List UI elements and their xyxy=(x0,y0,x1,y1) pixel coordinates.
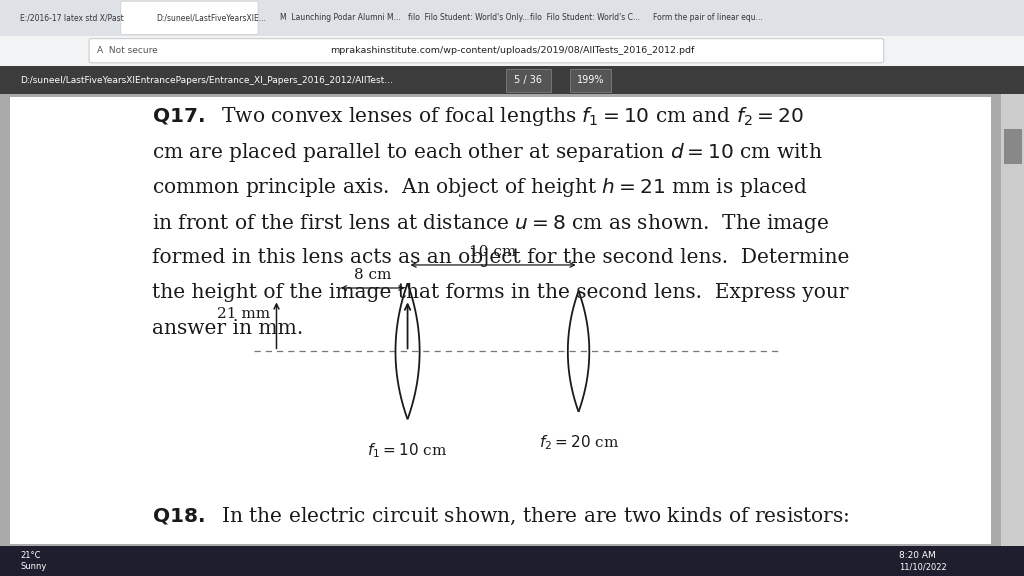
Text: D:/suneel/LastFiveYearsXIEntrancePapers/Entrance_XI_Papers_2016_2012/AllTest...: D:/suneel/LastFiveYearsXIEntrancePapers/… xyxy=(20,75,393,85)
Text: 21°C
Sunny: 21°C Sunny xyxy=(20,551,47,571)
FancyBboxPatch shape xyxy=(89,39,884,63)
Text: formed in this lens acts as an object for the second lens.  Determine: formed in this lens acts as an object fo… xyxy=(152,248,849,267)
Text: D:/suneel/LastFiveYearsXIE...: D:/suneel/LastFiveYearsXIE... xyxy=(157,13,266,22)
Text: cm are placed parallel to each other at separation $d = 10$ cm with: cm are placed parallel to each other at … xyxy=(152,141,822,164)
Bar xyxy=(0,0,1024,36)
Bar xyxy=(0,94,1024,546)
Bar xyxy=(10,97,991,544)
Bar xyxy=(0,36,1024,66)
Bar xyxy=(1001,94,1024,546)
Text: M  Launching Podar Alumni M...: M Launching Podar Alumni M... xyxy=(280,13,400,22)
Text: 21 mm: 21 mm xyxy=(217,307,270,321)
Text: common principle axis.  An object of height $h = 21$ mm is placed: common principle axis. An object of heig… xyxy=(152,176,808,199)
Bar xyxy=(0,546,1024,576)
Text: answer in mm.: answer in mm. xyxy=(152,319,303,338)
FancyBboxPatch shape xyxy=(121,1,258,35)
Text: 11/10/2022: 11/10/2022 xyxy=(899,563,947,572)
Text: 199%: 199% xyxy=(578,75,604,85)
Text: filo  Filo Student: World's C...: filo Filo Student: World's C... xyxy=(530,13,640,22)
Bar xyxy=(0,66,1024,94)
Text: A  Not secure: A Not secure xyxy=(97,46,158,55)
FancyBboxPatch shape xyxy=(570,69,611,92)
Text: the height of the image that forms in the second lens.  Express your: the height of the image that forms in th… xyxy=(152,283,848,302)
Text: $f_2 = 20$ cm: $f_2 = 20$ cm xyxy=(539,434,618,452)
Text: in front of the first lens at distance $u = 8$ cm as shown.  The image: in front of the first lens at distance $… xyxy=(152,212,829,235)
Text: 8:20 AM: 8:20 AM xyxy=(899,551,936,560)
Text: E:/2016-17 latex std X/Past: E:/2016-17 latex std X/Past xyxy=(20,13,124,22)
Text: $\mathbf{Q17.}$  Two convex lenses of focal lengths $f_1 = 10$ cm and $f_2 = 20$: $\mathbf{Q17.}$ Two convex lenses of foc… xyxy=(152,105,804,128)
Text: $f_1 = 10$ cm: $f_1 = 10$ cm xyxy=(368,441,447,460)
FancyBboxPatch shape xyxy=(506,69,551,92)
Text: 5 / 36: 5 / 36 xyxy=(514,75,543,85)
Text: 10 cm: 10 cm xyxy=(469,245,517,259)
Text: 8 cm: 8 cm xyxy=(354,268,391,282)
Text: filo  Filo Student: World's Only...: filo Filo Student: World's Only... xyxy=(408,13,528,22)
Text: mprakashinstitute.com/wp-content/uploads/2019/08/AllTests_2016_2012.pdf: mprakashinstitute.com/wp-content/uploads… xyxy=(330,46,694,55)
Bar xyxy=(1004,129,1022,164)
Text: $\mathbf{Q18.}$  In the electric circuit shown, there are two kinds of resistors: $\mathbf{Q18.}$ In the electric circuit … xyxy=(152,506,849,527)
Text: Form the pair of linear equ...: Form the pair of linear equ... xyxy=(653,13,763,22)
